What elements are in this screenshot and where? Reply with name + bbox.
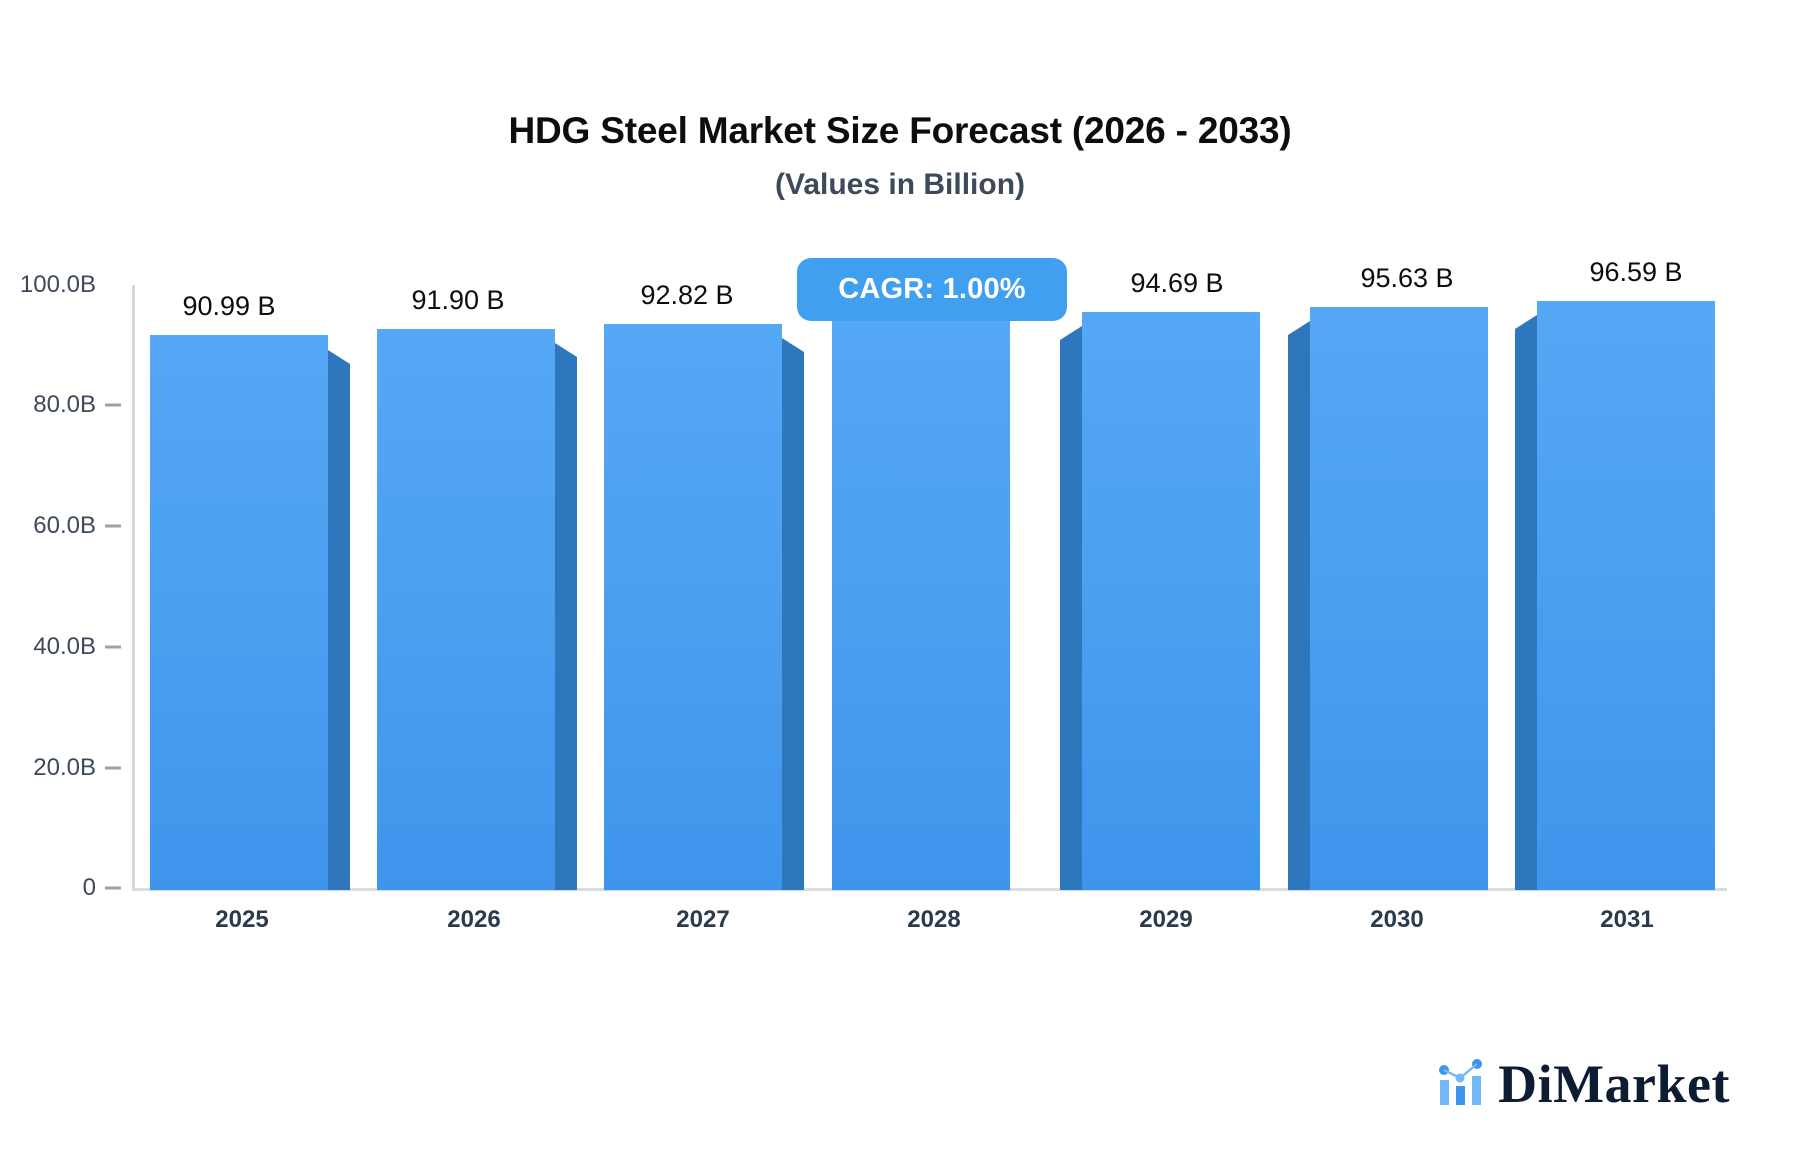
x-tick-label-2029: 2029 xyxy=(1139,906,1193,933)
y-tick-label-40: 40.0B xyxy=(33,633,96,660)
chart-subtitle: (Values in Billion) xyxy=(774,168,1026,201)
bar-2030[interactable]: 95.63 B xyxy=(1288,263,1488,890)
y-tick-0 xyxy=(105,886,121,890)
bar-front-face-2031 xyxy=(1537,301,1715,890)
bar-value-2027: 92.82 B xyxy=(640,280,734,310)
bar-front-face-2030 xyxy=(1310,307,1488,890)
bar-2031[interactable]: 96.59 B xyxy=(1515,257,1715,890)
y-tick-label-80: 80.0B xyxy=(33,391,96,418)
bar-side-face-2030 xyxy=(1288,321,1310,890)
bar-chart-icon xyxy=(1438,1056,1484,1111)
bar-front-face-2028 xyxy=(832,318,1010,890)
bar-value-2030: 95.63 B xyxy=(1360,263,1454,293)
y-axis-line xyxy=(132,285,135,890)
bar-2029[interactable]: 94.69 B xyxy=(1060,268,1260,890)
y-tick-label-100: 100.0B xyxy=(19,271,96,298)
y-tick-40 xyxy=(105,645,121,649)
logo-text: DiMarket xyxy=(1498,1053,1730,1114)
bar-front-face-2029 xyxy=(1082,312,1260,890)
bar-value-2026: 91.90 B xyxy=(411,285,505,315)
brand-logo: DiMarket xyxy=(1438,1056,1730,1111)
bar-side-face-2029 xyxy=(1060,326,1082,890)
cagr-badge: CAGR: 1.00% xyxy=(797,258,1067,321)
y-tick-label-0: 0 xyxy=(82,874,96,901)
y-tick-80 xyxy=(105,403,121,407)
y-tick-60 xyxy=(105,524,121,528)
bar-front-face-2025 xyxy=(150,335,328,890)
bar-2026[interactable]: 91.90 B xyxy=(377,285,577,890)
bar-side-face-2031 xyxy=(1515,315,1537,890)
x-tick-label-2030: 2030 xyxy=(1370,906,1424,933)
bar-2027[interactable]: 92.82 B xyxy=(604,280,804,890)
x-tick-label-2028: 2028 xyxy=(907,906,961,933)
x-tick-label-2027: 2027 xyxy=(676,906,730,933)
bar-value-2031: 96.59 B xyxy=(1589,257,1683,287)
bar-front-face-2027 xyxy=(604,324,782,890)
bar-side-face-2026 xyxy=(555,343,577,890)
bar-side-face-2027 xyxy=(782,338,804,890)
bar-front-face-2026 xyxy=(377,329,555,890)
y-tick-label-20: 20.0B xyxy=(33,754,96,781)
y-axis-labels: 100.0B 80.0B 60.0B 40.0B 20.0B 0 xyxy=(0,0,96,1156)
x-tick-label-2025: 2025 xyxy=(215,906,269,933)
bar-2025[interactable]: 90.99 B xyxy=(150,291,350,890)
y-tick-label-60: 60.0B xyxy=(33,512,96,539)
bar-value-2029: 94.69 B xyxy=(1130,268,1224,298)
bar-2028[interactable] xyxy=(832,318,1010,890)
x-tick-label-2031: 2031 xyxy=(1600,906,1654,933)
page-title: HDG Steel Market Size Forecast (2026 - 2… xyxy=(508,110,1292,151)
bar-value-2025: 90.99 B xyxy=(182,291,276,321)
x-tick-label-2026: 2026 xyxy=(447,906,501,933)
y-tick-20 xyxy=(105,766,121,770)
bar-side-face-2025 xyxy=(328,350,350,890)
plot-area: 90.99 B 91.90 B 92.82 B 94.69 B 95.63 B … xyxy=(132,257,1727,890)
